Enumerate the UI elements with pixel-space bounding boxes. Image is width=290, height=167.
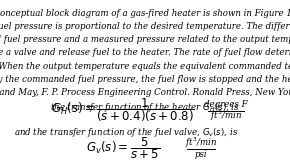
Text: degrees F: degrees F [204,100,248,109]
Text: commanded fuel pressure is proportional to the desired temperature. The differen: commanded fuel pressure is proportional … [0,22,290,31]
Text: determined by the commanded fuel pressure, the fuel flow is stopped and the heat: determined by the commanded fuel pressur… [0,75,290,84]
Text: $G_H(s) = \dfrac{1}{(s+0.4)(s+0.8)}$: $G_H(s) = \dfrac{1}{(s+0.4)(s+0.8)}$ [51,96,195,124]
Text: the transfer function of the heater $G_H(s)$, is: the transfer function of the heater $G_H… [50,101,240,114]
Text: the commanded fuel pressure and a measured pressure related to the output temper: the commanded fuel pressure and a measur… [0,35,290,44]
Text: temperature. When the output temperature equals the equivalent commanded tempera: temperature. When the output temperature… [0,61,290,70]
Text: The conceptual block diagram of a gas-fired heater is shown in Figure 1. The: The conceptual block diagram of a gas-fi… [0,9,290,18]
Text: psi: psi [194,150,207,159]
Text: ft$^3$/min: ft$^3$/min [185,136,217,150]
Text: $G_v(s) = \dfrac{5}{s+5}$: $G_v(s) = \dfrac{5}{s+5}$ [86,136,160,161]
Text: ft$^3$/min: ft$^3$/min [210,109,242,123]
Text: to actuate a valve and release fuel to the heater. The rate of fuel flow determi: to actuate a valve and release fuel to t… [0,48,290,57]
Text: (Tyner, M., and May, F. P. Process Engineering Control. Ronald Press, New York, : (Tyner, M., and May, F. P. Process Engin… [0,88,290,97]
Text: and the transfer function of the fuel valve, $G_v(s)$, is: and the transfer function of the fuel va… [14,126,238,139]
